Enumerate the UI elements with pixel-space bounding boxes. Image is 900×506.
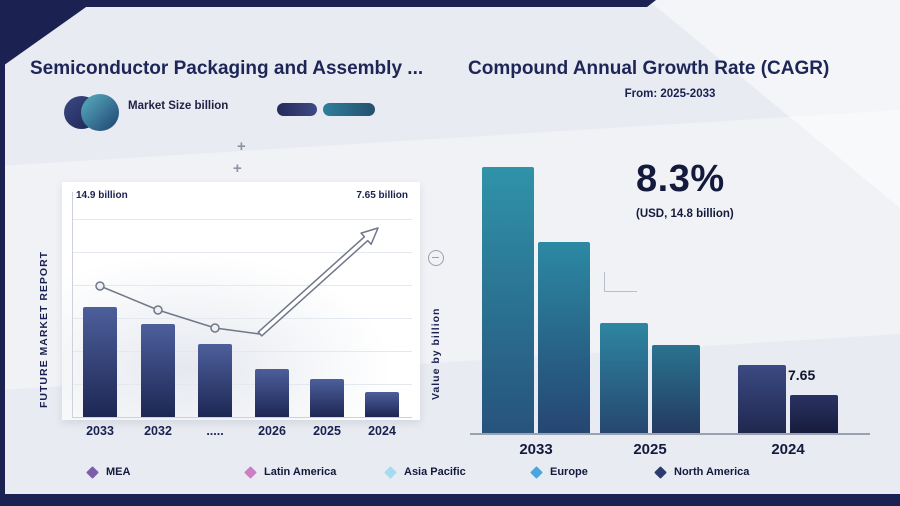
cagr-bars [470, 150, 870, 435]
legend-diamond-icon [384, 466, 397, 479]
legend-diamond-icon [86, 466, 99, 479]
market-size-year-.....: ..... [206, 424, 224, 438]
legend-diamond-icon [654, 466, 667, 479]
cagr-x-axis: 2033 2025 2024 [470, 441, 870, 461]
market-size-year-2033: 2033 [86, 424, 114, 438]
frame-left-bar [0, 0, 5, 506]
annotation-end-value: 7.65 billion [356, 190, 408, 201]
cagr-year-2024: 2024 [771, 441, 805, 458]
market-size-legend-label: Market Size billion [128, 100, 229, 112]
brand-vertical-label: FUTURE MARKET REPORT [38, 250, 50, 408]
market-size-bar-..... [198, 344, 232, 417]
plus-icon: + [237, 138, 246, 155]
legend-label: Latin America [264, 466, 337, 478]
market-size-year-2025: 2025 [313, 424, 341, 438]
cagr-bar-3 [600, 323, 648, 433]
cagr-year-2025: 2025 [633, 441, 667, 458]
legend-label: MEA [106, 466, 131, 478]
region-legend: MEA Latin America Asia Pacific Europe North … [0, 464, 900, 488]
value-axis-label: Value by billion [430, 307, 442, 400]
corner-bracket-icon [604, 272, 637, 292]
cagr-bar-2 [538, 242, 590, 433]
frame-bottom-bar [0, 494, 900, 506]
cagr-title: Compound Annual Growth Rate (CAGR) [468, 58, 830, 79]
cagr-note: (USD, 14.8 billion) [636, 208, 734, 220]
market-size-x-axis: 2033 2032..... 2026 2025 2024 [62, 424, 420, 442]
frame-top-bar [0, 0, 656, 7]
annotation-start-value: 14.9 billion [76, 190, 128, 201]
market-size-bars [62, 182, 420, 420]
cagr-value: 8.3% [636, 158, 725, 200]
market-size-year-2024: 2024 [368, 424, 396, 438]
market-size-year-2032: 2032 [144, 424, 172, 438]
market-size-bar-2024 [365, 392, 399, 417]
market-size-bar-2033 [83, 307, 117, 417]
legend-diamond-icon [530, 466, 543, 479]
legend-label: Europe [550, 466, 588, 478]
market-size-year-2026: 2026 [258, 424, 286, 438]
market-size-chart: 14.9 billion 7.65 billion [62, 182, 420, 420]
cagr-bar-6 [790, 395, 838, 433]
cagr-year-2033: 2033 [519, 441, 553, 458]
market-size-bar-2032 [141, 324, 175, 417]
decorative-pill-navy [277, 103, 317, 116]
cagr-bar-5 [738, 365, 786, 433]
legend-label: North America [674, 466, 750, 478]
market-size-bar-2025 [310, 379, 344, 417]
cagr-2024-value: 7.65 [788, 367, 816, 383]
legend-diamond-icon [244, 466, 257, 479]
cagr-bar-1 [482, 167, 534, 433]
market-size-legend-sphere-icon [64, 94, 120, 131]
decorative-pill-teal [323, 103, 375, 116]
cagr-period: From: 2025-2033 [624, 88, 716, 100]
legend-label: Asia Pacific [404, 466, 466, 478]
plus-icon: + [233, 160, 242, 177]
market-size-title: Semiconductor Packaging and Assembly ... [30, 58, 424, 79]
market-size-bar-2026 [255, 369, 289, 417]
sphere-highlight [81, 94, 119, 131]
cagr-bar-4 [652, 345, 700, 433]
minus-circle-icon [428, 250, 444, 266]
